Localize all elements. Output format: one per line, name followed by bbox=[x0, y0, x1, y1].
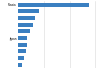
Bar bbox=[18, 23, 33, 27]
Bar bbox=[18, 43, 27, 47]
Bar bbox=[18, 3, 89, 7]
Bar bbox=[18, 9, 39, 13]
Bar bbox=[18, 56, 24, 60]
Bar bbox=[18, 36, 27, 40]
Bar bbox=[18, 29, 30, 33]
Bar bbox=[18, 16, 35, 20]
Bar bbox=[18, 49, 26, 53]
Bar bbox=[18, 63, 22, 67]
